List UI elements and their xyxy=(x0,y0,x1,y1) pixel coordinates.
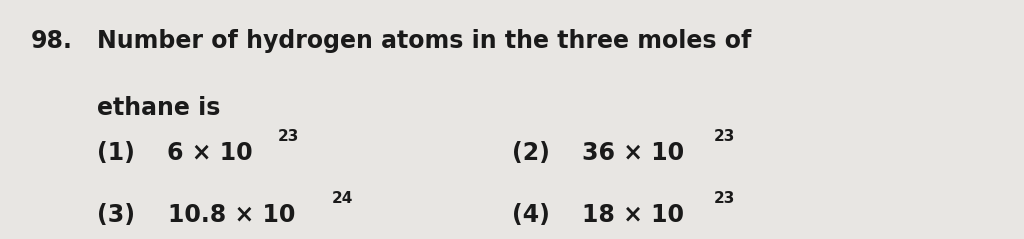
Text: ethane is: ethane is xyxy=(97,96,220,120)
Text: 23: 23 xyxy=(278,129,299,144)
Text: 24: 24 xyxy=(332,191,353,206)
Text: (2): (2) xyxy=(512,141,566,165)
Text: (4): (4) xyxy=(512,203,566,227)
Text: 23: 23 xyxy=(714,129,735,144)
Text: 23: 23 xyxy=(714,191,735,206)
Text: 36 × 10: 36 × 10 xyxy=(583,141,684,165)
Text: 6 × 10: 6 × 10 xyxy=(168,141,253,165)
Text: 10.8 × 10: 10.8 × 10 xyxy=(168,203,295,227)
Text: 98.: 98. xyxy=(31,29,73,53)
Text: Number of hydrogen atoms in the three moles of: Number of hydrogen atoms in the three mo… xyxy=(97,29,752,53)
Text: (3): (3) xyxy=(97,203,152,227)
Text: (1): (1) xyxy=(97,141,152,165)
Text: 18 × 10: 18 × 10 xyxy=(583,203,684,227)
